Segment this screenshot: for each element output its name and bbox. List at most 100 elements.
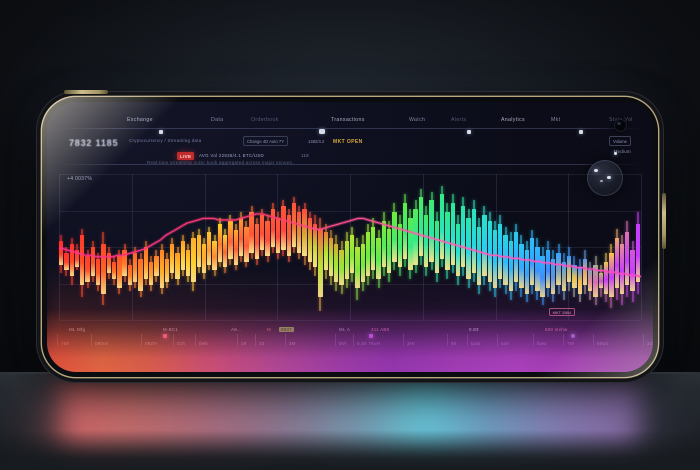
candle[interactable]: [111, 174, 117, 320]
candle[interactable]: [302, 174, 307, 320]
candle[interactable]: [159, 174, 164, 320]
candle[interactable]: [275, 174, 281, 320]
candle[interactable]: [455, 174, 461, 320]
candle[interactable]: [498, 174, 503, 320]
candle[interactable]: [233, 174, 238, 320]
candle[interactable]: [101, 174, 106, 320]
nav-item-7[interactable]: Mkt: [551, 117, 561, 123]
nav-item-1[interactable]: Data: [211, 117, 224, 123]
phone-screen[interactable]: Exchange Data Orderbook Transactions Watch Al…: [47, 102, 653, 372]
candle[interactable]: [260, 174, 265, 320]
candle[interactable]: [318, 174, 323, 320]
candle[interactable]: [196, 174, 201, 320]
candle[interactable]: [164, 174, 170, 320]
candle[interactable]: [297, 174, 302, 320]
candle[interactable]: [143, 174, 148, 320]
candle[interactable]: [238, 174, 244, 320]
candle[interactable]: [556, 174, 561, 320]
nav-item-6[interactable]: Analytics: [501, 117, 525, 123]
candle[interactable]: [503, 174, 508, 320]
candle[interactable]: [339, 174, 344, 320]
right-metric-chip[interactable]: 1482/4.2: [308, 138, 325, 144]
candle[interactable]: [376, 174, 381, 320]
candle[interactable]: [429, 174, 434, 320]
top-navigation-bar[interactable]: Exchange Data Orderbook Transactions Watch Al…: [69, 113, 632, 127]
sentiment-gauge[interactable]: [587, 152, 623, 196]
candle[interactable]: [217, 174, 223, 320]
volume-button[interactable]: [64, 90, 108, 94]
candle[interactable]: [291, 174, 297, 320]
candle[interactable]: [593, 174, 598, 320]
candle[interactable]: [492, 174, 498, 320]
candle[interactable]: [64, 174, 69, 320]
range-selector-chip[interactable]: Change 4D Auto 7Y: [243, 136, 289, 146]
candle[interactable]: [323, 174, 328, 320]
candle[interactable]: [365, 174, 371, 320]
candle[interactable]: [461, 174, 466, 320]
candle[interactable]: [408, 174, 413, 320]
candle[interactable]: [609, 174, 614, 320]
candle[interactable]: [212, 174, 217, 320]
candle[interactable]: [191, 174, 196, 320]
candle[interactable]: [228, 174, 233, 320]
candle[interactable]: [350, 174, 355, 320]
candle[interactable]: [540, 174, 545, 320]
candle[interactable]: [244, 174, 249, 320]
candle[interactable]: [381, 174, 387, 320]
candle[interactable]: [133, 174, 138, 320]
candle[interactable]: [254, 174, 260, 320]
candle[interactable]: [334, 174, 339, 320]
candle[interactable]: [69, 174, 74, 320]
candle[interactable]: [619, 174, 625, 320]
candle[interactable]: [476, 174, 482, 320]
power-button[interactable]: [662, 193, 666, 249]
candle[interactable]: [424, 174, 429, 320]
candle[interactable]: [138, 174, 143, 320]
candle[interactable]: [281, 174, 286, 320]
candle[interactable]: [566, 174, 572, 320]
nav-item-0[interactable]: Exchange: [127, 117, 153, 123]
candle[interactable]: [630, 174, 635, 320]
candle[interactable]: [286, 174, 291, 320]
candle[interactable]: [59, 174, 64, 320]
candle[interactable]: [80, 174, 85, 320]
candle[interactable]: [148, 174, 154, 320]
candle[interactable]: [328, 174, 334, 320]
candle[interactable]: [344, 174, 350, 320]
candle[interactable]: [170, 174, 175, 320]
candle[interactable]: [122, 174, 127, 320]
candle[interactable]: [180, 174, 186, 320]
candle[interactable]: [572, 174, 577, 320]
candle[interactable]: [418, 174, 424, 320]
candle[interactable]: [392, 174, 397, 320]
candle[interactable]: [561, 174, 566, 320]
candle[interactable]: [312, 174, 318, 320]
chart-plot-area[interactable]: [58, 174, 642, 321]
candle[interactable]: [106, 174, 111, 320]
candle[interactable]: [387, 174, 392, 320]
candle[interactable]: [85, 174, 90, 320]
candle[interactable]: [355, 174, 360, 320]
candle[interactable]: [371, 174, 376, 320]
candle[interactable]: [201, 174, 207, 320]
candle[interactable]: [439, 174, 445, 320]
candle[interactable]: [270, 174, 275, 320]
candle[interactable]: [519, 174, 524, 320]
candle[interactable]: [360, 174, 365, 320]
candle[interactable]: [588, 174, 593, 320]
candle[interactable]: [524, 174, 529, 320]
candle[interactable]: [482, 174, 487, 320]
candle[interactable]: [625, 174, 630, 320]
nav-item-3[interactable]: Transactions: [331, 117, 365, 123]
candle[interactable]: [265, 174, 270, 320]
candle[interactable]: [96, 174, 101, 320]
candle[interactable]: [614, 174, 619, 320]
candle[interactable]: [450, 174, 455, 320]
nav-item-5[interactable]: Alerts: [451, 117, 467, 123]
candle[interactable]: [487, 174, 492, 320]
volume-label-chip[interactable]: Volume: [609, 136, 631, 146]
candle[interactable]: [74, 174, 80, 320]
candle[interactable]: [635, 174, 641, 320]
candle[interactable]: [535, 174, 540, 320]
candle[interactable]: [207, 174, 212, 320]
